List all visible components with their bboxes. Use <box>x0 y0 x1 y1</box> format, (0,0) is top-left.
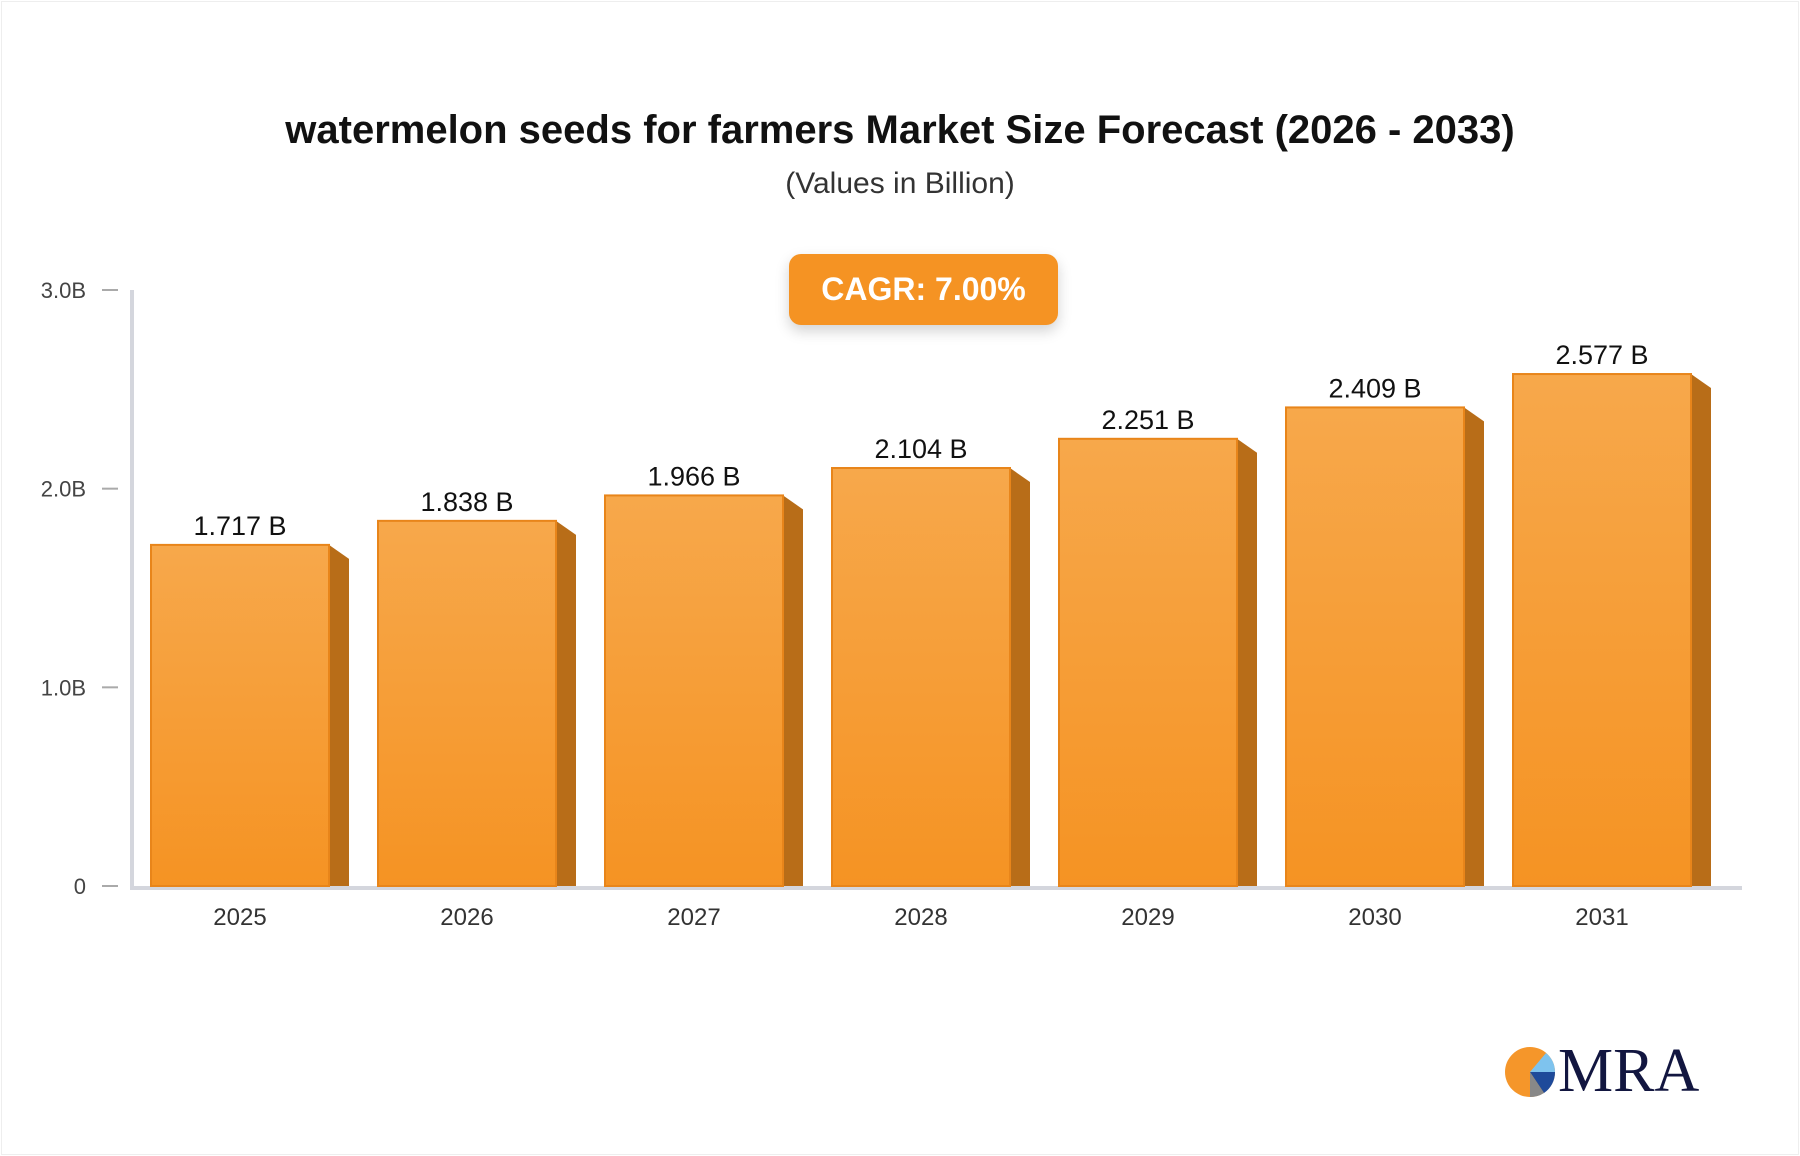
y-tick-label: 2.0B <box>41 477 86 502</box>
bar <box>1285 406 1465 887</box>
x-tick-label: 2029 <box>1121 904 1174 931</box>
bar-side <box>1691 374 1711 886</box>
y-tick-label: 3.0B <box>41 278 86 303</box>
data-label: 2.577 B <box>1555 340 1648 370</box>
bar-side <box>1010 468 1030 886</box>
x-tick-label: 2030 <box>1348 904 1401 931</box>
bar <box>831 467 1011 887</box>
x-tick-label: 2031 <box>1575 904 1628 931</box>
bar-side <box>783 495 803 886</box>
bar-side <box>556 520 576 886</box>
chart-subtitle: (Values in Billion) <box>785 167 1015 200</box>
bar <box>604 494 784 887</box>
bar-side <box>1464 407 1484 886</box>
x-tick-label: 2027 <box>667 904 720 931</box>
bar <box>377 519 557 887</box>
x-tick-label: 2026 <box>440 904 493 931</box>
data-label: 1.717 B <box>193 511 286 541</box>
cagr-badge: CAGR: 7.00% <box>789 254 1058 325</box>
bar <box>1058 437 1238 887</box>
data-label: 1.838 B <box>420 487 513 517</box>
data-label: 2.409 B <box>1328 373 1421 403</box>
bar-side <box>1237 438 1257 886</box>
data-label: 2.104 B <box>874 434 967 464</box>
data-label: 2.251 B <box>1101 405 1194 435</box>
x-tick-label: 2025 <box>213 904 266 931</box>
y-tick-label: 1.0B <box>41 675 86 700</box>
data-label: 1.966 B <box>647 461 740 491</box>
chart-title: watermelon seeds for farmers Market Size… <box>285 108 1515 152</box>
bar <box>1512 373 1692 887</box>
bar <box>150 543 330 887</box>
bar-side <box>329 544 349 886</box>
x-tick-label: 2028 <box>894 904 947 931</box>
y-tick-label: 0 <box>74 874 86 899</box>
